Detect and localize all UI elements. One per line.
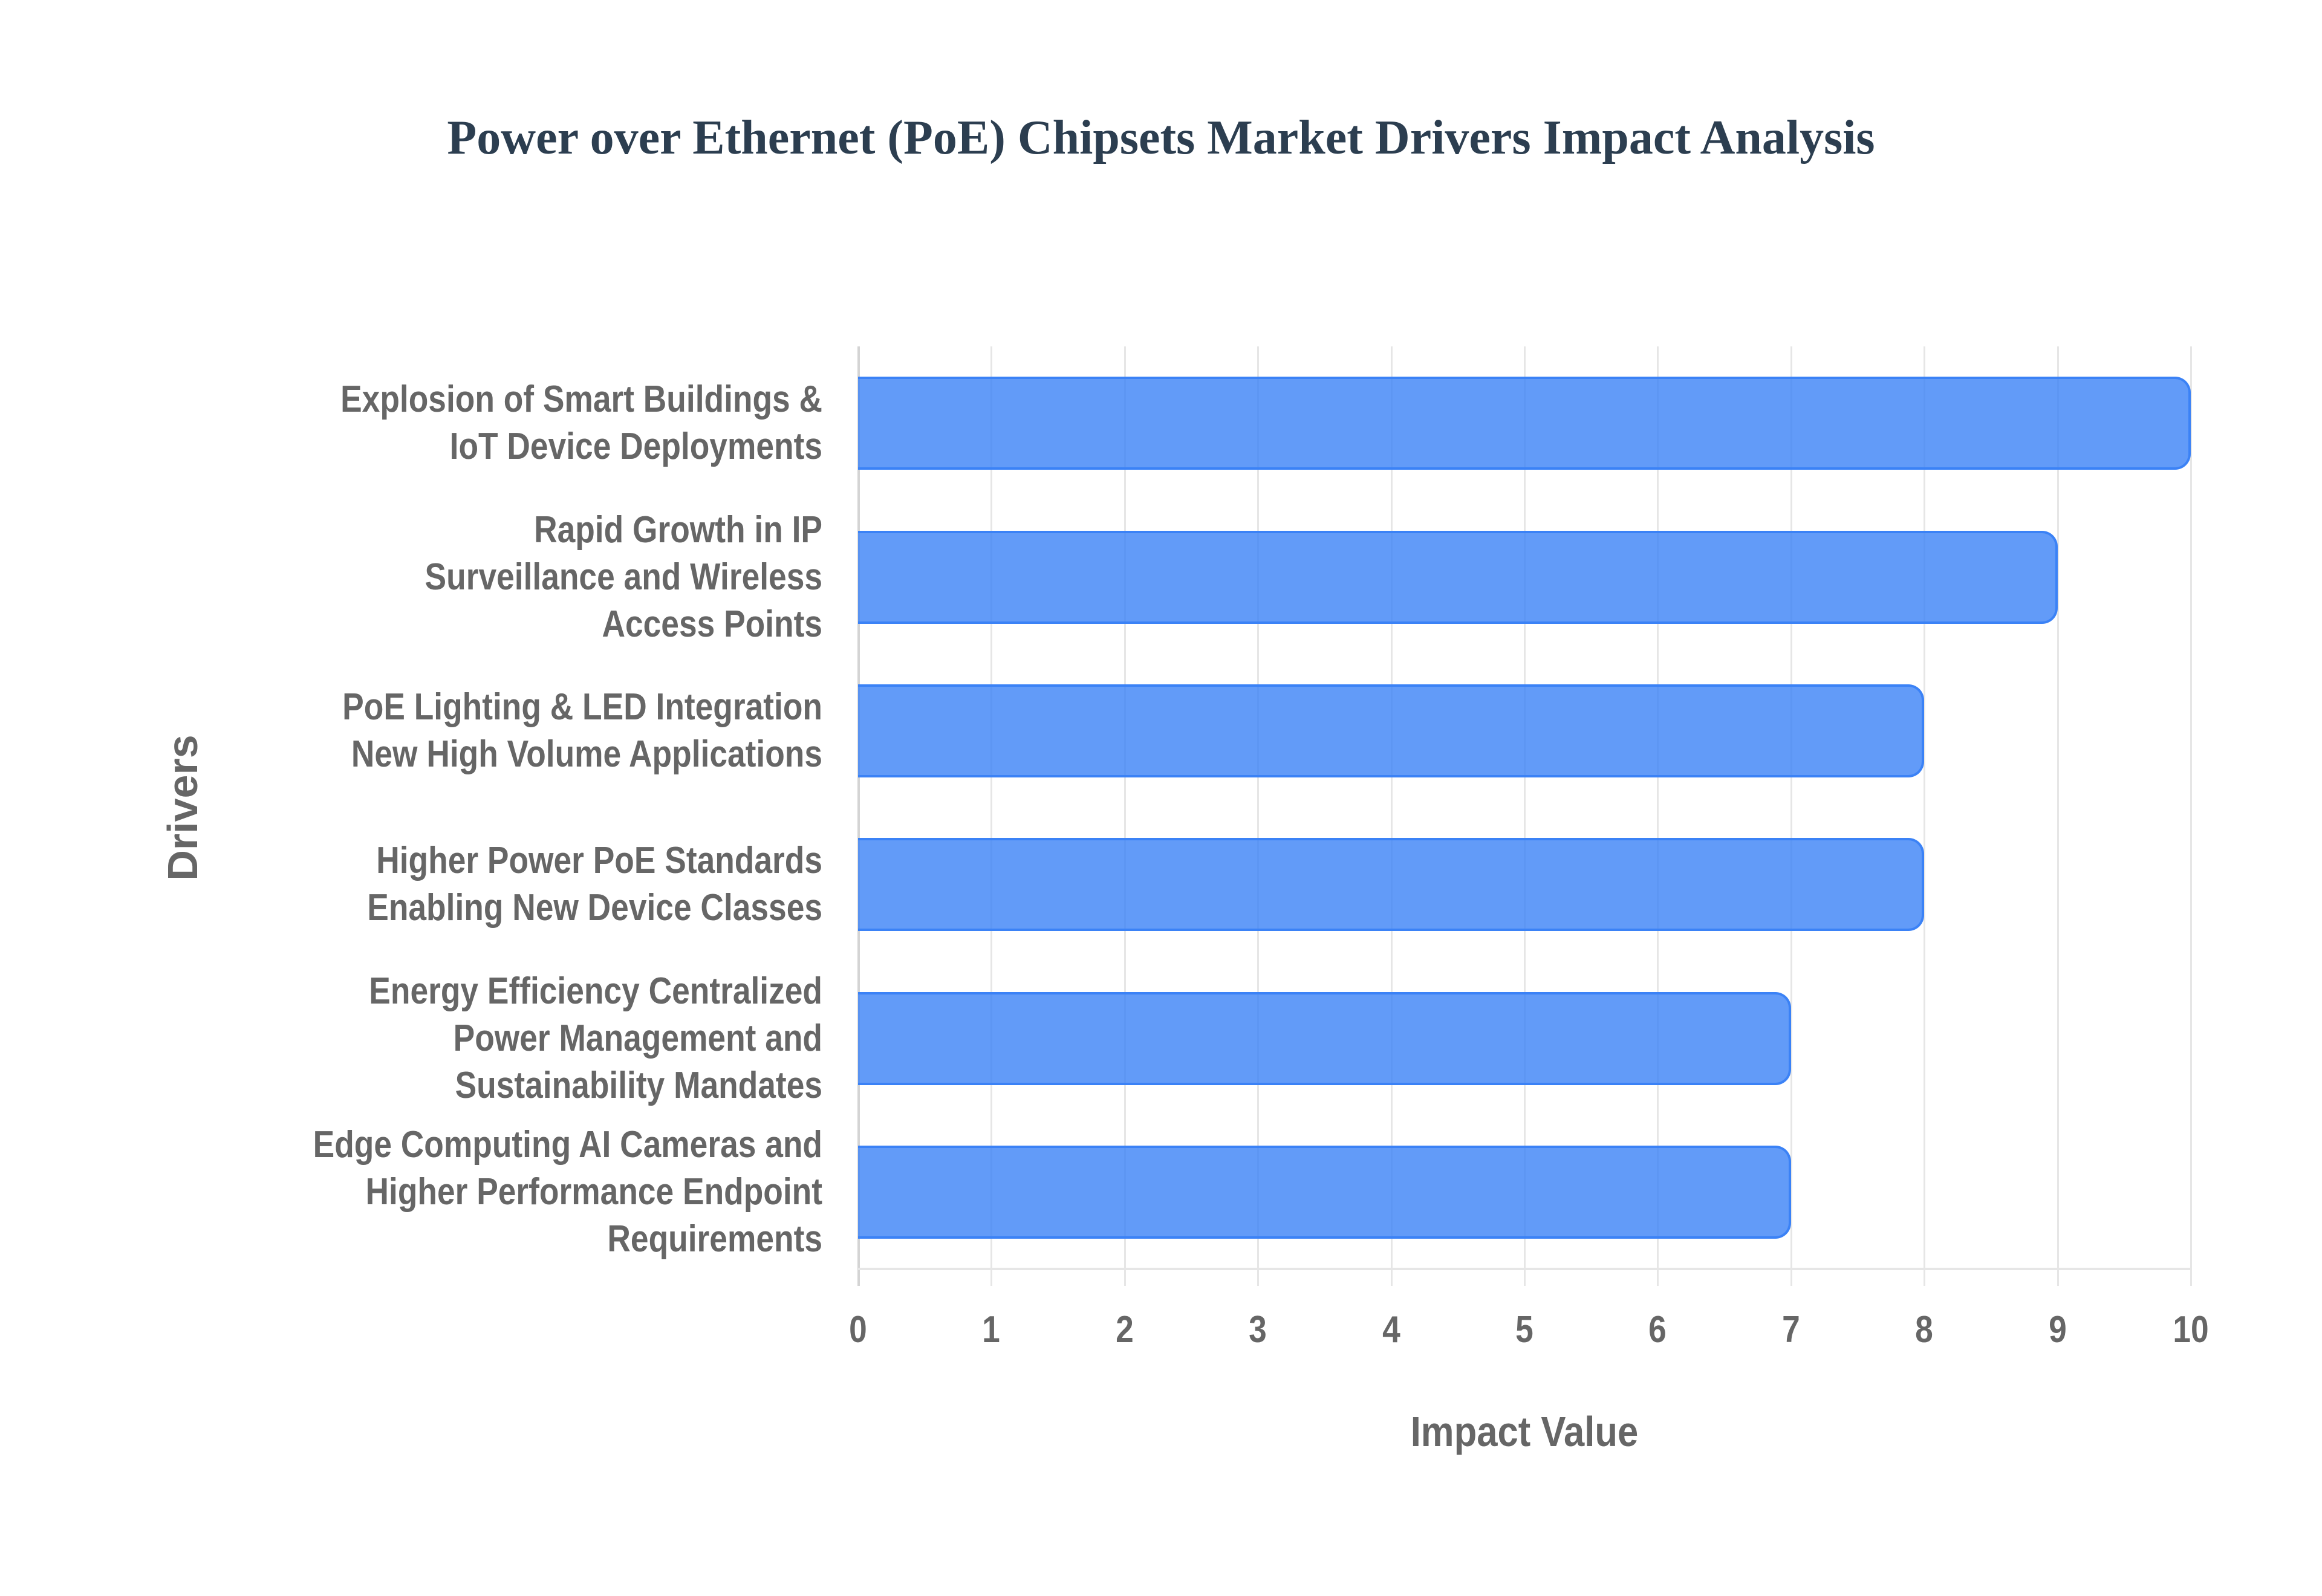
gridline: [990, 346, 993, 1286]
bar[interactable]: [858, 991, 1791, 1085]
x-tick-label: 10: [2173, 1309, 2209, 1351]
gridline: [1924, 346, 1926, 1286]
bar[interactable]: [858, 1145, 1791, 1239]
category-label: PoE Lighting & LED Integration New High …: [342, 686, 822, 775]
category-label: Explosion of Smart Buildings & IoT Devic…: [340, 378, 822, 468]
gridline: [1257, 346, 1260, 1286]
gridline: [2190, 346, 2192, 1286]
plot-area: [857, 346, 2192, 1286]
x-tick-label: 7: [1781, 1309, 1800, 1351]
x-tick-label: 6: [1648, 1309, 1667, 1351]
category-label: Edge Computing AI Cameras and Higher Per…: [313, 1123, 822, 1260]
x-tick-label: 4: [1382, 1309, 1400, 1351]
x-tick-label: 3: [1249, 1309, 1267, 1351]
gridline: [1790, 346, 1792, 1286]
gridline: [1124, 346, 1126, 1286]
bar[interactable]: [858, 838, 1925, 932]
category-label: Rapid Growth in IP Surveillance and Wire…: [424, 508, 822, 645]
gridline: [1524, 346, 1526, 1286]
gridline: [857, 346, 860, 1286]
x-tick-label: 0: [849, 1309, 867, 1351]
x-tick-label: 8: [1915, 1309, 1934, 1351]
gridline: [1390, 346, 1393, 1286]
x-axis-line: [858, 1268, 2191, 1270]
x-tick-label: 2: [1115, 1309, 1134, 1351]
category-label: Energy Efficiency Centralized Power Mana…: [369, 970, 822, 1106]
x-tick-label: 5: [1515, 1309, 1533, 1351]
category-label: Higher Power PoE Standards Enabling New …: [367, 840, 822, 929]
x-tick-label: 1: [982, 1309, 1001, 1351]
x-axis-title: Impact Value: [1410, 1408, 1639, 1455]
bar[interactable]: [858, 530, 2058, 624]
x-tick-label: 9: [2048, 1309, 2067, 1351]
gridline: [2057, 346, 2059, 1286]
gridline: [1657, 346, 1659, 1286]
bar[interactable]: [858, 684, 1925, 777]
bar[interactable]: [858, 377, 2191, 470]
chart-title: Power over Ethernet (PoE) Chipsets Marke…: [447, 111, 1875, 164]
